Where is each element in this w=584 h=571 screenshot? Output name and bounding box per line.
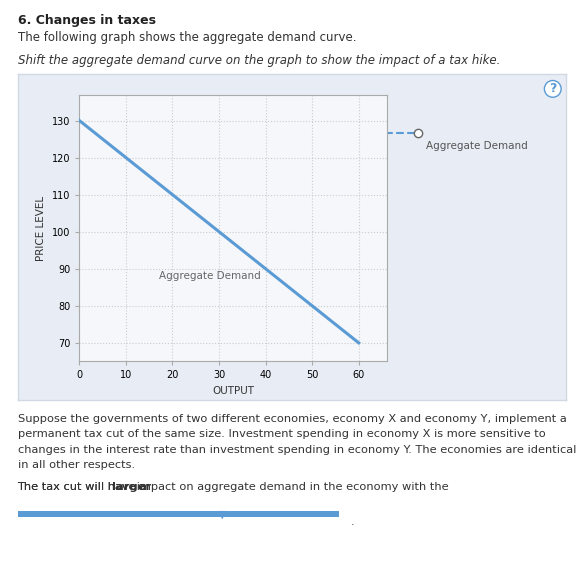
- Text: The following graph shows the aggregate demand curve.: The following graph shows the aggregate …: [18, 31, 356, 45]
- Text: Aggregate Demand: Aggregate Demand: [426, 141, 529, 151]
- Text: impact on aggregate demand in the economy with the: impact on aggregate demand in the econom…: [133, 482, 449, 493]
- Text: The tax cut will have a: The tax cut will have a: [18, 482, 150, 493]
- Text: Aggregate Demand: Aggregate Demand: [159, 271, 260, 281]
- Text: ?: ?: [549, 82, 557, 95]
- X-axis label: OUTPUT: OUTPUT: [212, 386, 254, 396]
- Text: 6. Changes in taxes: 6. Changes in taxes: [18, 14, 155, 27]
- Text: changes in the interest rate than investment spending in economy Y. The economie: changes in the interest rate than invest…: [18, 445, 576, 455]
- Text: permanent tax cut of the same size. Investment spending in economy X is more sen: permanent tax cut of the same size. Inve…: [18, 429, 545, 440]
- Text: Suppose the governments of two different economies, economy X and economy Y, imp: Suppose the governments of two different…: [18, 414, 566, 424]
- Text: Shift the aggregate demand curve on the graph to show the impact of a tax hike.: Shift the aggregate demand curve on the …: [18, 54, 500, 67]
- Y-axis label: PRICE LEVEL: PRICE LEVEL: [36, 195, 46, 260]
- Text: The tax cut will have a: The tax cut will have a: [18, 482, 150, 493]
- Text: in all other respects.: in all other respects.: [18, 460, 135, 471]
- Text: ▼: ▼: [218, 509, 226, 520]
- Text: larger: larger: [112, 482, 151, 493]
- Text: .: .: [350, 517, 354, 527]
